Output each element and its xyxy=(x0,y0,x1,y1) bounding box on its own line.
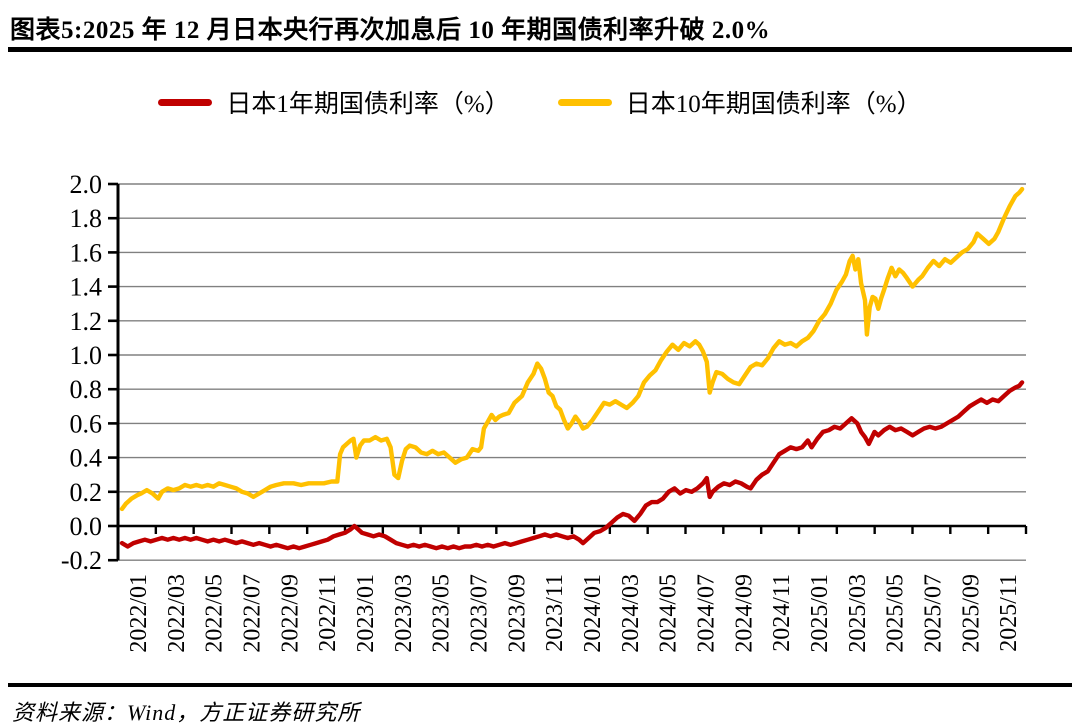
x-tick-label: 2023/03 xyxy=(391,574,417,653)
x-tick-label: 2022/07 xyxy=(239,574,265,653)
legend-swatch-1y-icon xyxy=(158,98,213,106)
x-tick-label: 2025/09 xyxy=(958,574,984,653)
x-tick-label: 2022/03 xyxy=(164,574,190,653)
x-tick-label: 2024/11 xyxy=(769,574,795,652)
title-divider xyxy=(8,47,1072,52)
x-tick-label: 2023/09 xyxy=(504,574,530,653)
x-tick-label: 2024/01 xyxy=(580,574,606,653)
x-tick-label: 2024/03 xyxy=(618,574,644,653)
x-tick-label: 2025/01 xyxy=(807,574,833,653)
y-tick-label: 0.8 xyxy=(70,375,103,404)
source-note: 资料来源：Wind，方正证券研究所 xyxy=(12,700,361,725)
legend-swatch-10y-icon xyxy=(557,98,612,106)
x-tick-label: 2024/07 xyxy=(693,574,719,653)
legend-label-1y: 日本1年期国债利率（%） xyxy=(226,91,510,118)
series-line-10y xyxy=(119,186,1025,512)
y-tick-label: 1.2 xyxy=(70,307,103,336)
y-tick-label: 0.0 xyxy=(70,512,103,541)
legend-item-1y: 日本1年期国债利率（%） xyxy=(158,84,510,120)
x-tick-label: 2025/07 xyxy=(920,574,946,653)
y-tick-label: 1.0 xyxy=(70,341,103,370)
legend-item-10y: 日本10年期国债利率（%） xyxy=(557,84,922,120)
y-tick-label: 2.0 xyxy=(70,170,103,199)
x-tick-label: 2022/11 xyxy=(315,574,341,652)
y-tick-label: 0.6 xyxy=(70,409,103,438)
x-tick-label: 2024/09 xyxy=(731,574,757,653)
x-tick-label: 2023/05 xyxy=(429,574,455,653)
x-tick-label: 2022/01 xyxy=(126,574,152,653)
y-tick-label: 1.4 xyxy=(70,273,103,302)
x-tick-label: 2022/09 xyxy=(277,574,303,653)
y-tick-label: 0.4 xyxy=(70,444,103,473)
series-line-1y xyxy=(119,380,1025,551)
y-tick-label: 1.6 xyxy=(70,238,103,267)
x-tick-label: 2023/01 xyxy=(353,574,379,653)
x-tick-label: 2023/11 xyxy=(542,574,568,652)
x-tick-label: 2025/11 xyxy=(996,574,1022,652)
x-tick-label: 2025/05 xyxy=(883,574,909,653)
x-tick-label: 2025/03 xyxy=(845,574,871,653)
x-tick-label: 2024/05 xyxy=(656,574,682,653)
chart-legend: 日本1年期国债利率（%） 日本10年期国债利率（%） xyxy=(0,84,1080,120)
y-tick-label: 0.2 xyxy=(70,478,103,507)
figure-title: 图表5:2025 年 12 月日本央行再次加息后 10 年期国债利率升破 2.0… xyxy=(10,17,771,44)
footer-divider xyxy=(8,683,1072,687)
legend-label-10y: 日本10年期国债利率（%） xyxy=(625,91,922,118)
y-tick-label: -0.2 xyxy=(61,546,102,575)
x-tick-label: 2022/05 xyxy=(202,574,228,653)
y-tick-label: 1.8 xyxy=(70,204,103,233)
x-tick-label: 2023/07 xyxy=(466,574,492,653)
